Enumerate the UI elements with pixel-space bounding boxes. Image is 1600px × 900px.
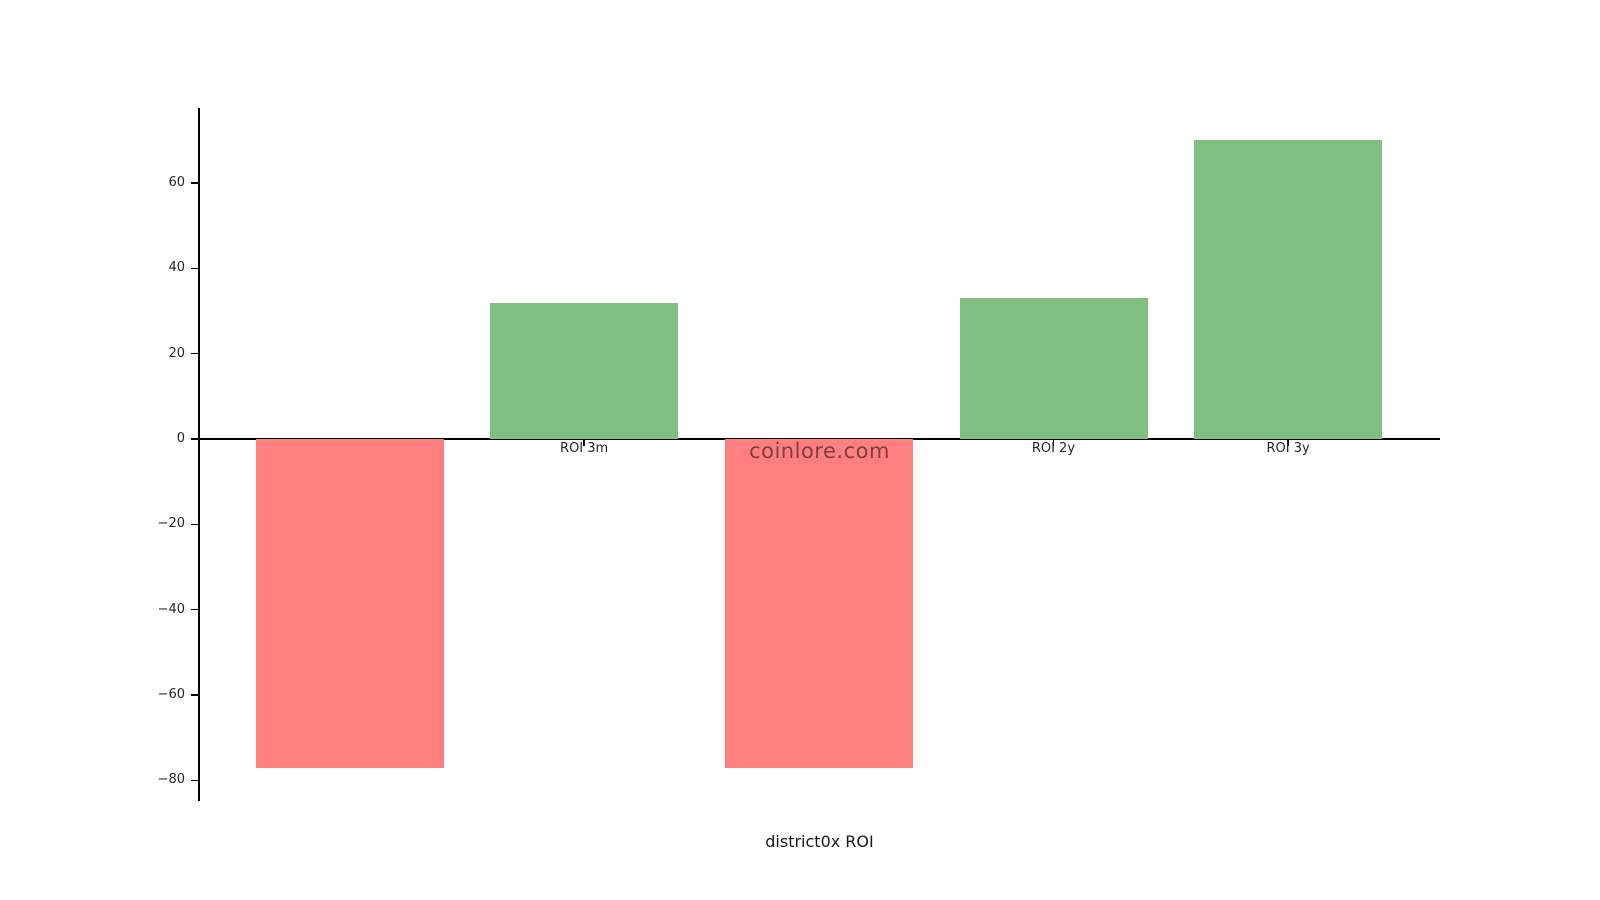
chart-title: district0x ROI: [765, 832, 874, 851]
y-tick-label: 20: [168, 345, 185, 361]
y-tick-mark: [191, 438, 199, 440]
x-axis-zero-line: [198, 438, 1440, 440]
y-tick-mark: [191, 608, 199, 611]
x-tick-mark: [583, 439, 585, 446]
y-tick-mark: [191, 267, 199, 270]
y-tick-label: 60: [168, 174, 185, 190]
y-tick-label: −80: [157, 772, 185, 788]
bar-roi-3m: [490, 302, 679, 439]
y-tick-mark: [191, 352, 199, 355]
x-tick-mark: [1052, 439, 1055, 446]
x-tick-mark: [1287, 439, 1289, 446]
y-tick-label: −60: [157, 687, 185, 702]
y-tick-label: −20: [157, 516, 185, 532]
y-tick-label: 0: [176, 431, 185, 446]
bar-roi-2y: [959, 298, 1148, 439]
x-tick-label: ROI 3y: [1266, 441, 1310, 456]
bar-roi-3y: [1194, 140, 1383, 439]
y-tick-mark: [191, 779, 199, 782]
y-tick-label: 40: [168, 260, 185, 276]
bar-unlabeled-3: [724, 439, 913, 768]
y-tick-mark: [191, 694, 199, 696]
watermark-text: coinlore.com: [749, 439, 890, 463]
y-axis-line: [198, 108, 200, 801]
y-tick-mark: [191, 523, 199, 526]
y-tick-mark: [191, 182, 199, 184]
x-tick-label: ROI 2y: [1031, 441, 1076, 456]
bar-unlabeled-1: [255, 439, 444, 768]
x-tick-label: ROI 3m: [560, 441, 609, 456]
y-tick-label: −40: [157, 601, 185, 617]
